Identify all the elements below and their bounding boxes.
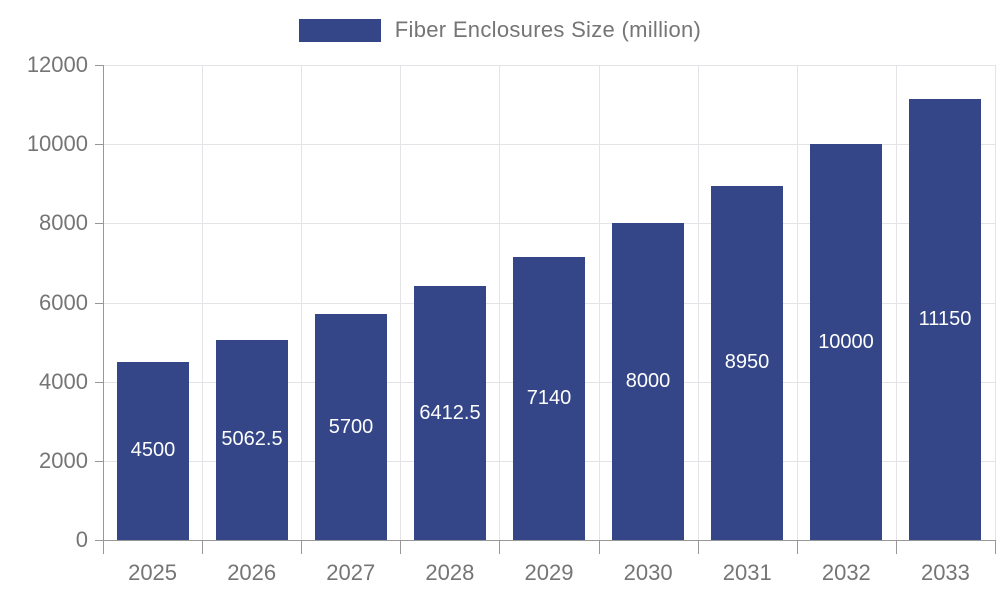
- x-axis-tick: [400, 540, 402, 554]
- x-axis-tick: [103, 540, 104, 554]
- y-axis-tick-label: 2000: [39, 447, 88, 473]
- y-axis-tick-label: 4000: [39, 368, 88, 394]
- y-axis-tick-label: 8000: [39, 210, 88, 236]
- x-gridline: [895, 65, 897, 540]
- bar[interactable]: 10000: [810, 144, 882, 540]
- bar[interactable]: 8000: [612, 223, 684, 540]
- y-axis-tick: [95, 144, 103, 146]
- x-axis-tick: [301, 540, 303, 554]
- bar[interactable]: 5700: [315, 314, 387, 540]
- x-axis-tick: [202, 540, 204, 554]
- x-gridline: [598, 65, 600, 540]
- x-gridline: [995, 65, 996, 540]
- y-axis-tick-label: 0: [75, 527, 88, 552]
- bar-value-label: 5700: [328, 415, 374, 438]
- x-axis-tick: [995, 540, 996, 554]
- y-axis-tick-label: 10000: [26, 131, 88, 157]
- y-axis-tick: [95, 302, 103, 304]
- bar-value-label: 10000: [818, 330, 874, 353]
- bar[interactable]: 11150: [909, 98, 981, 540]
- y-axis-tick-label: 12000: [26, 52, 88, 77]
- y-gridline: [103, 144, 995, 146]
- bar[interactable]: 5062.5: [216, 339, 288, 540]
- x-axis-tick-label: 2033: [920, 560, 970, 585]
- bar[interactable]: 7140: [513, 257, 585, 540]
- x-gridline: [796, 65, 798, 540]
- y-axis-tick: [95, 381, 103, 383]
- bar-value-label: 7140: [526, 387, 572, 410]
- x-axis-tick: [598, 540, 600, 554]
- bar-value-label: 5062.5: [221, 428, 283, 451]
- x-axis-tick: [499, 540, 501, 554]
- y-axis-tick-label: 6000: [39, 289, 88, 315]
- x-axis-line: [103, 540, 995, 541]
- y-gridline: [103, 65, 995, 66]
- x-axis-tick-label: 2032: [821, 560, 871, 585]
- x-gridline: [301, 65, 303, 540]
- x-gridline: [202, 65, 204, 540]
- legend-swatch-icon: [298, 18, 381, 42]
- x-axis-tick-label: 2025: [128, 560, 178, 585]
- y-axis-tick: [95, 460, 103, 462]
- x-axis-tick: [895, 540, 897, 554]
- bar-value-label: 11150: [918, 307, 972, 330]
- bar-value-label: 8000: [625, 370, 671, 393]
- x-axis-tick: [796, 540, 798, 554]
- y-axis-tick: [95, 223, 103, 225]
- legend[interactable]: Fiber Enclosures Size (million): [0, 17, 1000, 43]
- x-gridline: [697, 65, 699, 540]
- bar-value-label: 4500: [130, 439, 176, 462]
- bar-value-label: 6412.5: [419, 401, 481, 424]
- x-axis-tick-label: 2028: [425, 560, 475, 585]
- x-gridline: [499, 65, 501, 540]
- legend-label: Fiber Enclosures Size (million): [394, 17, 702, 42]
- x-axis-tick-label: 2030: [623, 560, 673, 585]
- bar[interactable]: 4500: [117, 361, 189, 540]
- x-axis-tick-label: 2027: [326, 560, 376, 585]
- x-axis-tick-label: 2029: [524, 560, 574, 585]
- x-gridline: [400, 65, 402, 540]
- x-axis-tick-label: 2026: [227, 560, 277, 585]
- bar-value-label: 8950: [724, 351, 770, 374]
- x-axis-tick: [697, 540, 699, 554]
- y-axis-tick: [95, 540, 103, 541]
- y-axis-tick: [95, 65, 103, 66]
- bar[interactable]: 8950: [711, 185, 783, 540]
- y-gridline: [103, 223, 995, 225]
- x-axis-tick-label: 2031: [722, 560, 772, 585]
- bar[interactable]: 6412.5: [414, 286, 486, 540]
- y-axis-line: [103, 65, 104, 541]
